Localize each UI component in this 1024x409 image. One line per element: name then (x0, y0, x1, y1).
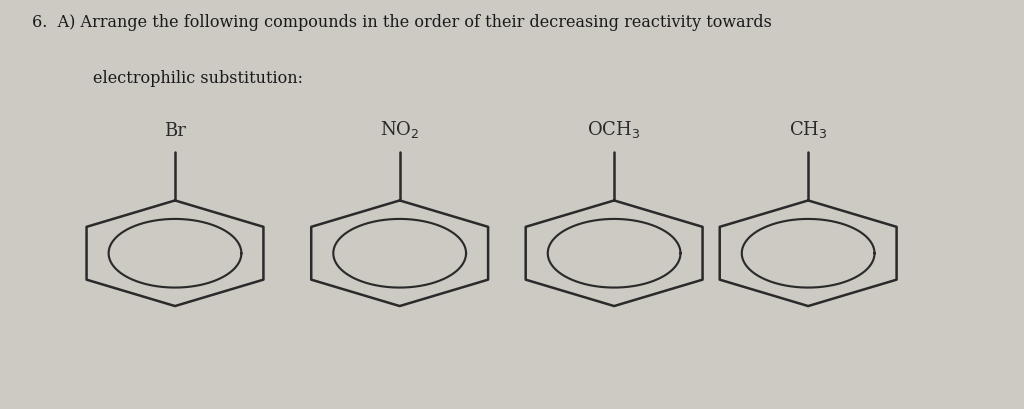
Text: CH$_3$: CH$_3$ (788, 119, 827, 139)
Text: 6.  A) Arrange the following compounds in the order of their decreasing reactivi: 6. A) Arrange the following compounds in… (32, 13, 772, 31)
Text: electrophilic substitution:: electrophilic substitution: (93, 70, 303, 88)
Text: OCH$_3$: OCH$_3$ (588, 119, 641, 139)
Text: NO$_2$: NO$_2$ (380, 119, 420, 139)
Text: Br: Br (164, 121, 186, 139)
